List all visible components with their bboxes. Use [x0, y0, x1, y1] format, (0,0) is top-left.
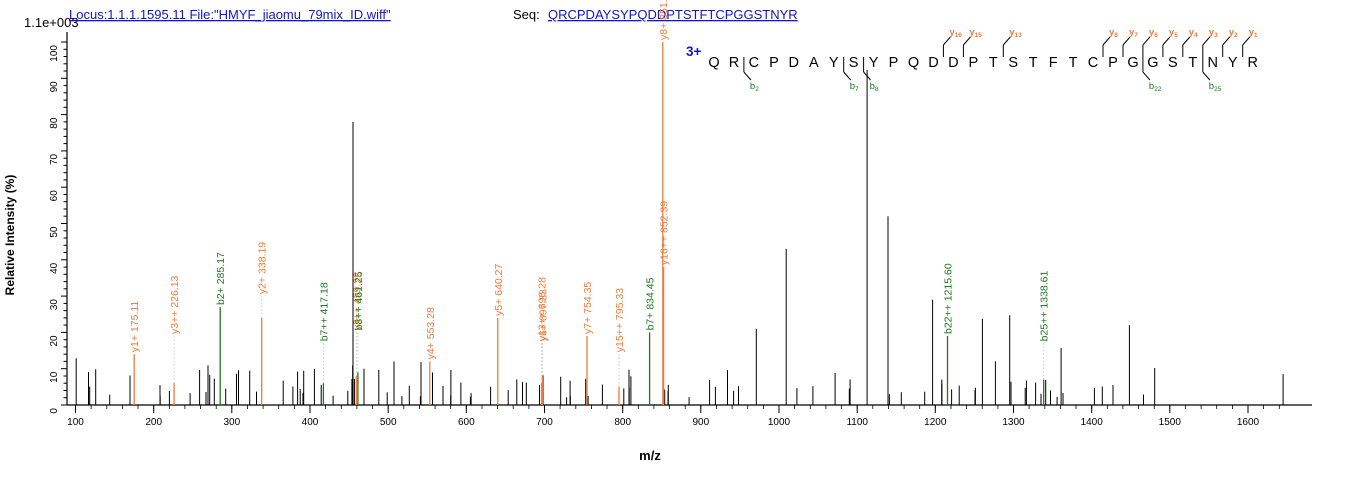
svg-text:10: 10 [49, 371, 60, 383]
svg-text:90: 90 [49, 81, 60, 93]
svg-text:20: 20 [49, 335, 60, 347]
svg-text:80: 80 [49, 117, 60, 129]
svg-text:Y: Y [1228, 55, 1238, 71]
svg-text:1400: 1400 [1081, 417, 1104, 428]
svg-text:y4+ 553.28: y4+ 553.28 [425, 307, 437, 359]
svg-text:1500: 1500 [1159, 417, 1182, 428]
svg-text:Y: Y [869, 55, 879, 71]
svg-text:P: P [769, 55, 779, 71]
svg-text:T: T [1188, 55, 1197, 71]
svg-text:1000: 1000 [768, 417, 791, 428]
svg-text:1600: 1600 [1237, 417, 1260, 428]
svg-text:m/z: m/z [639, 448, 661, 463]
svg-text:R: R [1247, 55, 1257, 71]
svg-text:y15++ 795.33: y15++ 795.33 [614, 288, 626, 352]
svg-text:1100: 1100 [846, 417, 868, 428]
svg-text:S: S [1008, 55, 1018, 71]
svg-text:300: 300 [223, 417, 240, 428]
svg-text:40: 40 [49, 262, 60, 274]
svg-text:D: D [948, 55, 958, 71]
svg-text:QRCPDAYSYPQDDPTSTFTCPGGSTNYR: QRCPDAYSYPQDDPTSTFTCPGGSTNYR [548, 7, 798, 22]
svg-text:0: 0 [49, 408, 60, 414]
svg-text:y3++ 226.13: y3++ 226.13 [169, 275, 181, 334]
svg-text:G: G [1147, 55, 1158, 71]
svg-text:C: C [1088, 55, 1098, 71]
svg-text:b22++ 1215.60: b22++ 1215.60 [943, 263, 955, 334]
svg-text:P: P [1108, 55, 1118, 71]
svg-text:Seq:: Seq: [513, 7, 540, 22]
svg-text:y8+ 851.4: y8+ 851.4 [658, 0, 670, 40]
svg-text:Q: Q [908, 55, 919, 71]
svg-text:S: S [849, 55, 859, 71]
svg-text:100: 100 [49, 45, 60, 62]
svg-text:b7++ 417.18: b7++ 417.18 [318, 282, 330, 341]
svg-text:G: G [1127, 55, 1138, 71]
svg-text:y2+ 338.19: y2+ 338.19 [257, 242, 269, 294]
svg-text:R: R [729, 55, 739, 71]
svg-text:y5+ 640.27: y5+ 640.27 [493, 263, 505, 315]
svg-text:T: T [989, 55, 998, 71]
svg-text:b25++ 1338.61: b25++ 1338.61 [1039, 270, 1051, 341]
svg-text:Locus:1.1.1.1595.11 File:"HMYF: Locus:1.1.1.1595.11 File:"HMYF_jiaomu_79… [69, 7, 391, 22]
svg-text:b2+ 285.17: b2+ 285.17 [215, 252, 227, 305]
svg-text:50: 50 [49, 226, 60, 238]
svg-text:T: T [1029, 55, 1038, 71]
svg-text:P: P [889, 55, 899, 71]
svg-text:Relative Intensity (%): Relative Intensity (%) [3, 175, 17, 296]
svg-text:1200: 1200 [924, 417, 947, 428]
svg-text:N: N [1208, 55, 1218, 71]
svg-text:b8++ 461.25: b8++ 461.25 [353, 271, 365, 330]
svg-text:Q: Q [708, 55, 719, 71]
svg-text:600: 600 [458, 417, 475, 428]
svg-text:800: 800 [614, 417, 631, 428]
svg-text:500: 500 [380, 417, 397, 428]
svg-text:P: P [968, 55, 978, 71]
svg-text:C: C [749, 55, 759, 71]
svg-text:70: 70 [49, 153, 60, 165]
svg-text:700: 700 [536, 417, 553, 428]
svg-text:S: S [1168, 55, 1178, 71]
svg-text:A: A [809, 55, 819, 71]
svg-text:400: 400 [302, 417, 319, 428]
svg-text:Y: Y [829, 55, 839, 71]
svg-text:200: 200 [145, 417, 162, 428]
svg-text:y6+ 697.33: y6+ 697.33 [537, 289, 549, 341]
svg-text:900: 900 [692, 417, 709, 428]
svg-text:D: D [928, 55, 938, 71]
svg-text:60: 60 [49, 190, 60, 202]
svg-text:100: 100 [67, 417, 84, 428]
svg-text:1300: 1300 [1002, 417, 1025, 428]
svg-text:b7+ 834.45: b7+ 834.45 [645, 277, 657, 330]
svg-text:30: 30 [49, 299, 60, 311]
svg-text:F: F [1049, 55, 1058, 71]
svg-text:y16++ 852.39: y16++ 852.39 [659, 201, 671, 265]
svg-text:y1+ 175.11: y1+ 175.11 [129, 301, 141, 353]
svg-text:3+: 3+ [686, 44, 702, 59]
svg-text:y7+ 754.35: y7+ 754.35 [582, 282, 594, 334]
svg-text:T: T [1069, 55, 1078, 71]
svg-text:D: D [789, 55, 799, 71]
